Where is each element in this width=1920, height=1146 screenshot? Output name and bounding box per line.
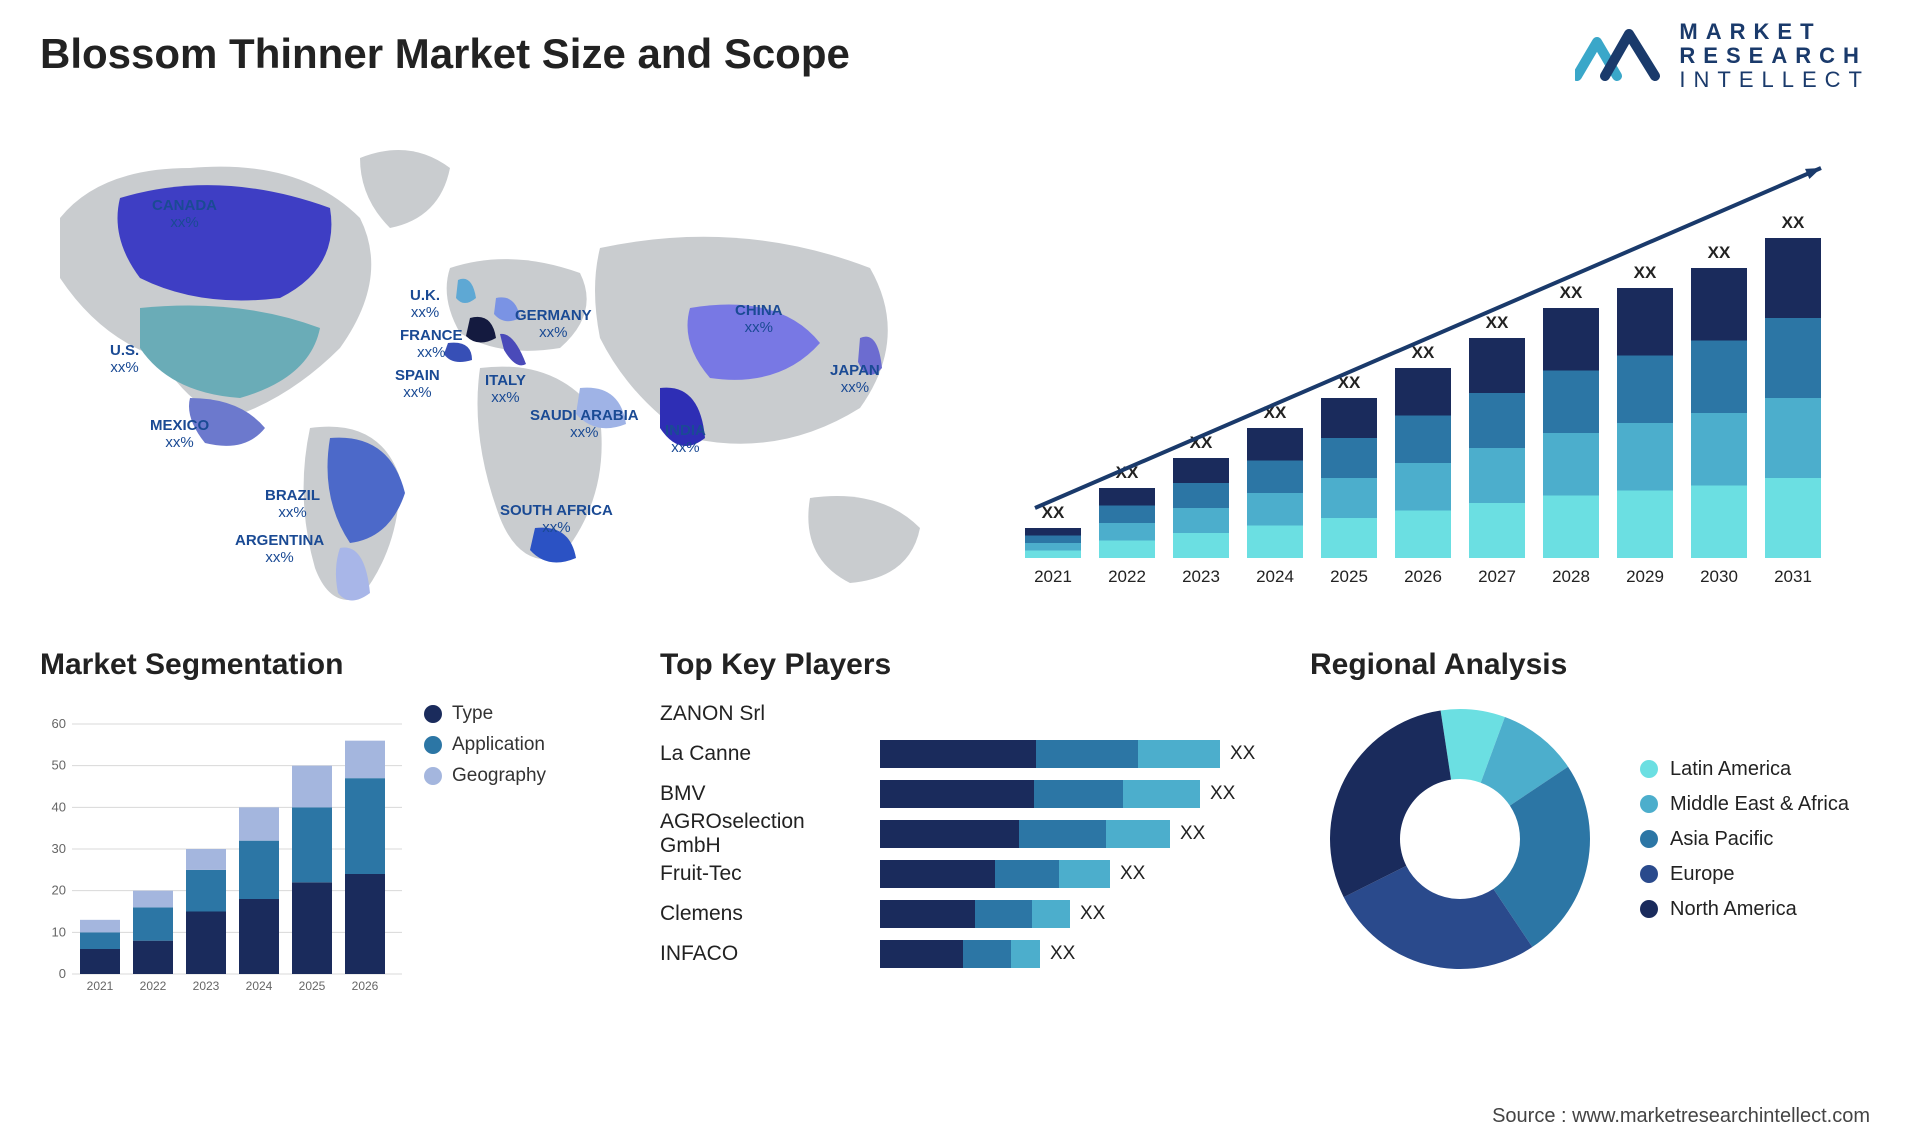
region-legend-item: North America	[1640, 898, 1849, 921]
world-map-panel: CANADAxx% U.S.xx% MEXICOxx% BRAZILxx% ARGENT…	[40, 98, 980, 618]
player-row: Clemens XX	[660, 894, 1280, 934]
player-bar	[880, 940, 1040, 968]
player-bar	[880, 900, 1070, 928]
svg-text:2023: 2023	[1182, 567, 1220, 586]
player-row: ZANON Srl	[660, 694, 1280, 734]
player-row: La Canne XX	[660, 734, 1280, 774]
player-name: BMV	[660, 782, 880, 806]
svg-text:2025: 2025	[299, 979, 326, 993]
svg-text:XX: XX	[1782, 213, 1805, 232]
player-bar	[880, 740, 1220, 768]
region-title: Regional Analysis	[1310, 648, 1880, 682]
svg-text:XX: XX	[1486, 313, 1509, 332]
svg-text:2021: 2021	[1034, 567, 1072, 586]
player-value: XX	[1210, 783, 1235, 805]
logo-text: MARKET RESEARCH INTELLECT	[1679, 20, 1870, 93]
svg-text:XX: XX	[1042, 503, 1065, 522]
svg-text:XX: XX	[1412, 343, 1435, 362]
segmentation-panel: Market Segmentation 0 10 20 30 40 50 60 2021 202…	[40, 648, 630, 994]
player-name: INFACO	[660, 942, 880, 966]
seg-legend-item: Geography	[424, 765, 546, 787]
svg-text:2022: 2022	[140, 979, 167, 993]
player-value: XX	[1080, 903, 1105, 925]
map-label-saudi: SAUDI ARABIAxx%	[530, 408, 639, 441]
logo-icon	[1575, 24, 1665, 88]
svg-text:2024: 2024	[246, 979, 273, 993]
svg-text:2028: 2028	[1552, 567, 1590, 586]
svg-text:XX: XX	[1708, 243, 1731, 262]
players-title: Top Key Players	[660, 648, 1280, 682]
svg-text:30: 30	[52, 841, 66, 856]
player-bar	[880, 780, 1200, 808]
svg-text:50: 50	[52, 758, 66, 773]
player-value: XX	[1180, 823, 1205, 845]
map-label-india: INDIAxx%	[665, 423, 706, 456]
map-label-canada: CANADAxx%	[152, 198, 217, 231]
map-label-safrica: SOUTH AFRICAxx%	[500, 503, 613, 536]
svg-text:20: 20	[52, 883, 66, 898]
player-name: La Canne	[660, 742, 880, 766]
player-value: XX	[1120, 863, 1145, 885]
map-label-uk: U.K.xx%	[410, 288, 440, 321]
map-label-china: CHINAxx%	[735, 303, 783, 336]
player-bar	[880, 860, 1110, 888]
segmentation-legend: Type Application Geography	[424, 694, 546, 796]
player-name: ZANON Srl	[660, 702, 880, 726]
player-row: INFACO XX	[660, 934, 1280, 974]
source-label: Source : www.marketresearchintellect.com	[1492, 1105, 1870, 1128]
segmentation-title: Market Segmentation	[40, 648, 630, 682]
svg-text:XX: XX	[1634, 263, 1657, 282]
segmentation-chart: 0 10 20 30 40 50 60 2021 2022 2023 2024 2025 2026	[40, 694, 410, 994]
player-name: Clemens	[660, 902, 880, 926]
svg-text:2031: 2031	[1774, 567, 1812, 586]
players-chart: ZANON SrlLa CanneXXBMVXXAGROselection Gm…	[660, 694, 1280, 974]
svg-text:2024: 2024	[1256, 567, 1294, 586]
region-legend-item: Europe	[1640, 863, 1849, 886]
map-label-germany: GERMANYxx%	[515, 308, 592, 341]
growth-chart-panel: XX 2021 XX 2022 XX 2023 XX 2024 XX 2025 XX 2026 XX 20…	[1000, 98, 1880, 618]
svg-text:2022: 2022	[1108, 567, 1146, 586]
region-donut	[1310, 694, 1610, 984]
map-label-japan: JAPANxx%	[830, 363, 880, 396]
region-legend-item: Middle East & Africa	[1640, 793, 1849, 816]
growth-chart: XX 2021 XX 2022 XX 2023 XX 2024 XX 2025 XX 2026 XX 20…	[1000, 118, 1870, 618]
svg-text:2027: 2027	[1478, 567, 1516, 586]
map-label-spain: SPAINxx%	[395, 368, 440, 401]
map-label-brazil: BRAZILxx%	[265, 488, 320, 521]
seg-legend-item: Application	[424, 734, 546, 756]
player-value: XX	[1050, 943, 1075, 965]
player-row: AGROselection GmbHXX	[660, 814, 1280, 854]
svg-text:XX: XX	[1560, 283, 1583, 302]
player-row: BMV XX	[660, 774, 1280, 814]
player-name: AGROselection GmbH	[660, 810, 880, 858]
region-legend-item: Latin America	[1640, 758, 1849, 781]
svg-text:60: 60	[52, 716, 66, 731]
map-label-argentina: ARGENTINAxx%	[235, 533, 324, 566]
svg-text:2026: 2026	[1404, 567, 1442, 586]
region-legend: Latin America Middle East & Africa Asia Pa…	[1640, 746, 1849, 933]
svg-text:2025: 2025	[1330, 567, 1368, 586]
svg-text:40: 40	[52, 799, 66, 814]
region-legend-item: Asia Pacific	[1640, 828, 1849, 851]
svg-text:0: 0	[59, 966, 66, 981]
svg-text:2029: 2029	[1626, 567, 1664, 586]
players-panel: Top Key Players ZANON Srl La Canne XX BMV XX…	[660, 648, 1280, 994]
seg-legend-item: Type	[424, 703, 546, 725]
player-name: Fruit-Tec	[660, 862, 880, 886]
map-label-italy: ITALYxx%	[485, 373, 526, 406]
map-label-mexico: MEXICOxx%	[150, 418, 209, 451]
player-bar	[880, 820, 1170, 848]
player-value: XX	[1230, 743, 1255, 765]
map-label-france: FRANCExx%	[400, 328, 463, 361]
player-row: Fruit-Tec XX	[660, 854, 1280, 894]
map-label-us: U.S.xx%	[110, 343, 139, 376]
region-panel: Regional Analysis Latin America Middle Ea…	[1310, 648, 1880, 994]
svg-text:2026: 2026	[352, 979, 379, 993]
svg-text:2021: 2021	[87, 979, 114, 993]
svg-text:2023: 2023	[193, 979, 220, 993]
world-map	[40, 98, 980, 618]
svg-text:2030: 2030	[1700, 567, 1738, 586]
svg-text:10: 10	[52, 924, 66, 939]
brand-logo: MARKET RESEARCH INTELLECT	[1575, 20, 1870, 93]
